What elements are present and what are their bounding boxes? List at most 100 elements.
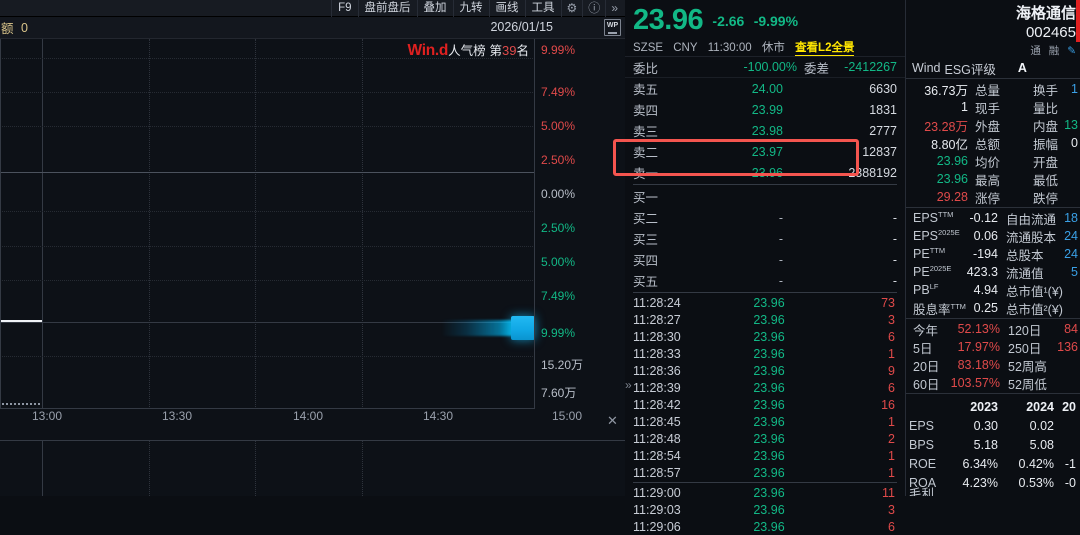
chart-gridline-h5 (0, 211, 535, 212)
tick-volume: 3 (888, 502, 895, 517)
low-price-label: 最低 (1033, 173, 1059, 188)
ask-row-4[interactable]: 卖四 23.99 1831 (625, 99, 905, 120)
bid-qty-2: - (892, 210, 897, 225)
market-status: 休市 (761, 42, 785, 54)
amplitude-label: 振幅 (1033, 137, 1059, 152)
bid-row-3[interactable]: 买三 - - (625, 228, 905, 249)
quote-time: 11:30:00 (707, 42, 752, 54)
tick-time: 11:28:33 (633, 346, 681, 361)
help-icon[interactable]: ⓘ (582, 0, 605, 17)
tick-volume: 1 (888, 414, 895, 429)
tick-price: 23.96 (753, 312, 785, 327)
eps-2025e-label-text: EPS (913, 229, 939, 244)
quote-header: 23.96 -2.66 -9.99% SZSE CNY 11:30:00 休市 … (625, 0, 905, 57)
financials-row-gross-margin: 毛利率 32.59% 28.79% 23 (906, 487, 1080, 497)
ytd-label: 今年 (913, 323, 939, 338)
y-tick-7: 7.49% (541, 289, 576, 303)
chevron-right-icon[interactable]: » (625, 378, 632, 392)
edit-icon[interactable]: ✎ (1067, 45, 1076, 57)
ask-row-1[interactable]: 卖一 23.96 2388192 (625, 162, 905, 183)
tick-volume: 16 (881, 397, 895, 412)
total-shares-value: 24 (1064, 247, 1078, 261)
glow-square (511, 316, 535, 340)
bid-row-5[interactable]: 买五 - - (625, 270, 905, 291)
financials-gm-2025: 23 (1058, 495, 1080, 497)
chart-zero-line (0, 172, 535, 173)
ask-qty-2: 12837 (862, 144, 897, 159)
esg-rating-row[interactable]: Wind ESG评级 A (906, 58, 1080, 79)
lower-grid-2 (255, 441, 256, 496)
close-icon[interactable]: ✕ (607, 413, 618, 428)
intraday-chart[interactable] (0, 39, 535, 409)
stat-row-pe-ttm: PETTM -194 总股本 24 (906, 245, 1080, 263)
financials-bps-2023: 5.18 (973, 437, 998, 452)
l2-panorama-link[interactable]: 查看L2全景 (795, 42, 855, 56)
toolbar-item-nineturn[interactable]: 九转 (452, 0, 489, 17)
ask-price-2: 23.97 (751, 144, 783, 159)
week52-low-label: 52周低 (1008, 377, 1047, 392)
bid-row-1[interactable]: 买一 (625, 186, 905, 207)
bid-row-2[interactable]: 买二 - - (625, 207, 905, 228)
toolbar-item-prepost[interactable]: 盘前盘后 (357, 0, 417, 17)
ytd-value: 52.13% (957, 322, 1000, 336)
wp-monitor-icon[interactable]: WP (604, 19, 621, 36)
bid-price-3: - (778, 231, 783, 246)
stat-row-eps-ttm: EPSTTM -0.12 自由流通 18 (906, 209, 1080, 227)
bid-price-2: - (778, 210, 783, 225)
stock-accent-bar (1076, 0, 1080, 42)
ticks-divider (633, 292, 897, 293)
tick-row: 11:28:48 23.96 2 (625, 430, 905, 447)
financials-label-roe: ROE (909, 456, 937, 471)
financials-roa-2024: 0.53% (1018, 475, 1054, 490)
ask-price-4: 23.99 (751, 102, 783, 117)
toolbar-item-overlay[interactable]: 叠加 (416, 0, 453, 17)
ask-row-5[interactable]: 卖五 24.00 6630 (625, 78, 905, 99)
gear-icon[interactable]: ⚙ (560, 0, 583, 17)
bid-label-3: 买三 (633, 233, 659, 247)
ask-label-3: 卖三 (633, 125, 659, 139)
x-tick-4: 15:00 (551, 409, 583, 423)
bid-row-4[interactable]: 买四 - - (625, 249, 905, 270)
ask-row-3[interactable]: 卖三 23.98 2777 (625, 120, 905, 141)
stock-identity: 海格通信 002465 通 融 ✎ (1016, 2, 1076, 58)
tick-row: 11:29:03 23.96 3 (625, 501, 905, 518)
tick-row: 11:28:30 23.96 6 (625, 328, 905, 345)
toolbar-item-tools[interactable]: 工具 (524, 0, 561, 17)
toolbar-item-drawline[interactable]: 画线 (488, 0, 525, 17)
chevron-right-icon[interactable]: » (605, 0, 623, 17)
pe-ttm-label-text: PE (913, 247, 930, 262)
avg-price-value: 23.96 (936, 154, 968, 168)
tick-price: 23.96 (753, 363, 785, 378)
time-and-sales[interactable]: 11:28:24 23.96 73 11:28:27 23.96 3 11:28… (625, 294, 905, 535)
financials-roe-2024: 0.42% (1018, 456, 1054, 471)
wind-popularity-badge[interactable]: Win.d人气榜 第39名 (408, 40, 529, 60)
y-tick-1: 7.49% (541, 85, 576, 99)
ask-price-5: 24.00 (751, 81, 783, 96)
volume-dotted-baseline (2, 403, 40, 405)
tick-price: 23.96 (753, 448, 785, 463)
wind-label: Wind (912, 61, 941, 75)
tick-volume: 1 (888, 465, 895, 480)
toolbar-item-f9[interactable]: F9 (331, 0, 357, 17)
stat-row-dividend-yield: 股息率TTM 0.25 总市值²(¥) (906, 299, 1080, 317)
x-tick-2: 14:00 (292, 409, 324, 423)
limit-down-label: 跌停 (1033, 191, 1059, 206)
chart-gridline-h1 (0, 58, 535, 59)
tick-row: 11:28:33 23.96 1 (625, 345, 905, 362)
y-tick-8: 9.99% (541, 326, 576, 340)
market-cap-1-label: 总市值¹(¥) (1006, 284, 1063, 299)
d60-label: 60日 (913, 377, 940, 392)
chart-gridline-h2 (0, 92, 535, 93)
ratio-value: -100.00% (743, 60, 797, 74)
financials-eps-2023: 0.30 (973, 418, 998, 433)
volume-glow-indicator (415, 311, 535, 345)
lower-grid-1 (149, 441, 150, 496)
financials-year-2024: 2024 (1026, 399, 1054, 414)
free-float-value: 18 (1064, 211, 1078, 225)
eps-ttm-value: -0.12 (969, 211, 999, 225)
bid-label-2: 买二 (633, 212, 659, 226)
ask-price-1: 23.96 (751, 165, 783, 180)
tick-volume: 73 (881, 295, 895, 310)
ask-row-2[interactable]: 卖二 23.97 12837 (625, 141, 905, 162)
turnover-label: 换手 (1033, 83, 1059, 98)
